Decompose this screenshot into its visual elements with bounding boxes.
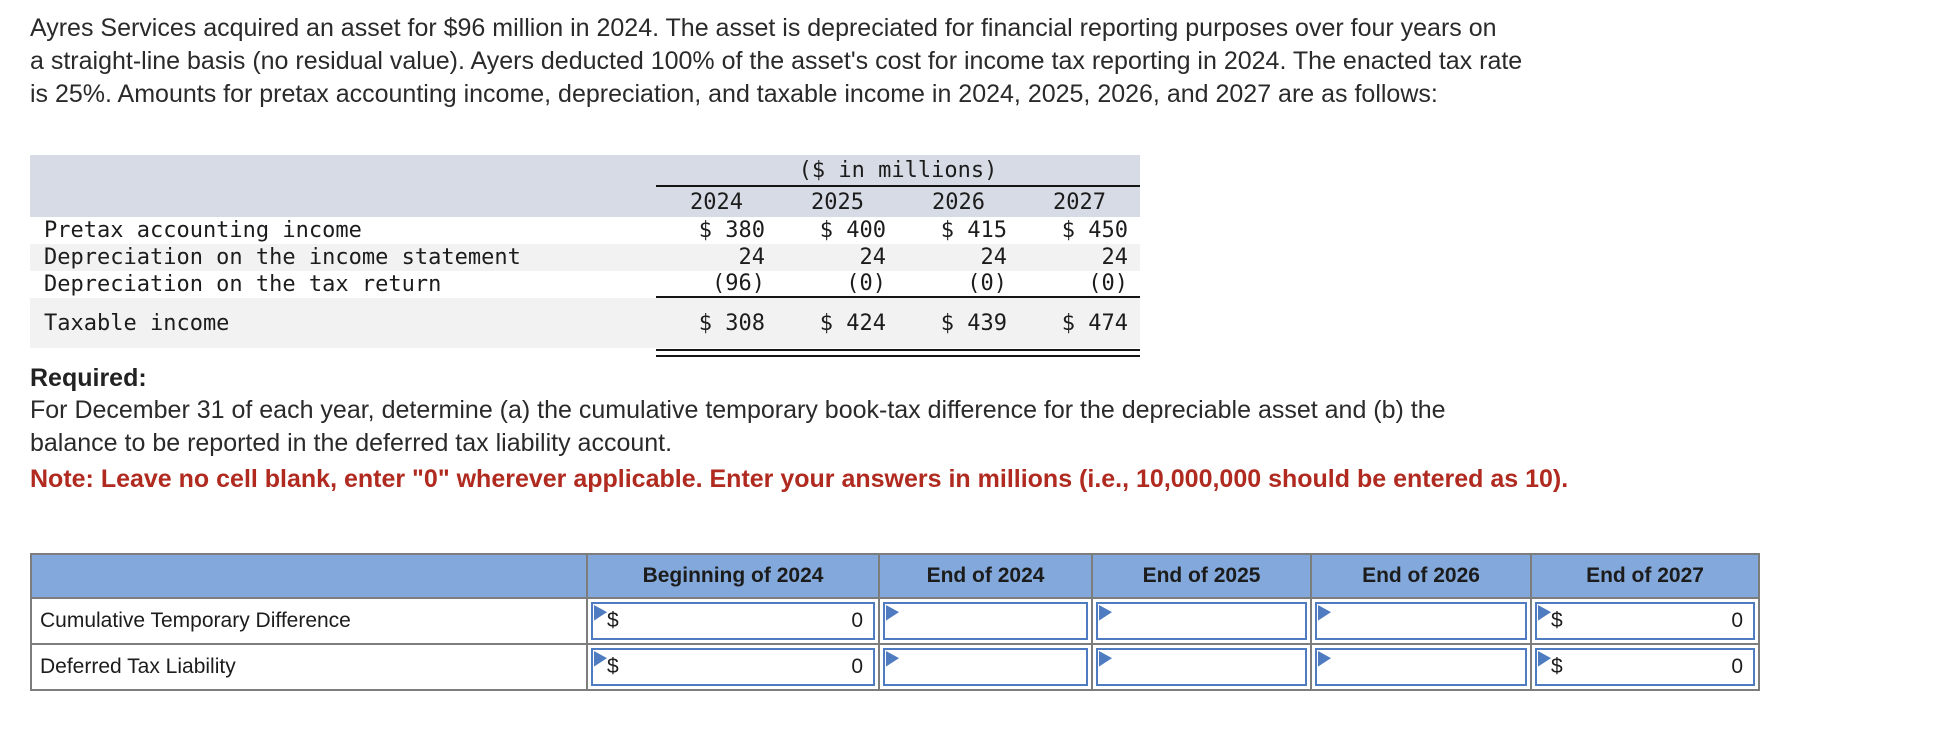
dollar-prefix: $ [1551,655,1563,678]
cell-value: $ 380 [698,218,765,243]
double-rule [656,349,1140,357]
cell-value: (0) [967,271,1007,296]
column-header-end-2025: End of 2025 [1091,553,1312,599]
input-cell-ctd-end-2025[interactable] [1096,602,1307,640]
required-line-1: For December 31 of each year, determine … [30,396,1446,424]
cell-value: $ 415 [940,218,1007,243]
problem-statement: Ayres Services acquired an asset for $96… [30,12,1522,111]
table-row-depreciation-income-statement: Depreciation on the income statement 24 … [30,244,1140,271]
input-cell-ctd-end-2026[interactable] [1315,602,1527,640]
cell-value: 24 [1101,245,1129,270]
input-value: 0 [851,609,863,632]
input-flag-icon [1318,651,1331,667]
total-double-rule-row [30,348,1140,358]
cell-value: $ 450 [1061,218,1128,243]
input-flag-icon [1538,605,1551,621]
answers-header-row: Beginning of 2024 End of 2024 End of 202… [30,553,1760,599]
required-line-2: balance to be reported in the deferred t… [30,429,673,457]
dollar-prefix: $ [1551,609,1563,632]
column-header-end-2024: End of 2024 [878,553,1093,599]
cell-value: 24 [859,245,887,270]
cell-value: $ 308 [698,310,765,336]
input-cell-dtl-end-2026[interactable] [1315,648,1527,686]
cell-value: $ 400 [819,218,886,243]
column-header-beginning-2024: Beginning of 2024 [586,553,880,599]
cell-value: $ 474 [1061,310,1128,336]
table-row-deferred-tax-liability: Deferred Tax Liability $ 0 $ 0 [30,643,1760,691]
required-section: Required: For December 31 of each year, … [30,362,1568,496]
answers-table: Beginning of 2024 End of 2024 End of 202… [30,553,1760,691]
input-flag-icon [1099,651,1112,667]
cell-value: $ 439 [940,310,1007,336]
row-label: Taxable income [44,310,230,336]
input-flag-icon [886,651,899,667]
table-row-taxable-income: Taxable income $ 308 $ 424 $ 439 $ 474 [30,298,1140,348]
problem-statement-line-1: Ayres Services acquired an asset for $96… [30,14,1497,42]
input-cell-ctd-end-2027[interactable]: $ 0 [1535,602,1755,640]
dollar-prefix: $ [607,655,619,678]
column-header-end-2027: End of 2027 [1530,553,1760,599]
input-value: 0 [851,655,863,678]
year-header-2026: 2026 [932,189,985,215]
input-value: 0 [1731,655,1743,678]
row-label: Depreciation on the income statement [44,245,521,270]
required-title: Required: [30,364,147,392]
row-label: Depreciation on the tax return [44,272,442,297]
input-cell-dtl-end-2027[interactable]: $ 0 [1535,648,1755,686]
cell-value: (0) [846,271,886,296]
year-header-2027: 2027 [1053,189,1106,215]
table-row-cumulative-temporary-difference: Cumulative Temporary Difference $ 0 $ 0 [30,597,1760,645]
years-header-row: 2024 2025 2026 2027 [30,187,1140,217]
problem-statement-line-2: a straight-line basis (no residual value… [30,47,1523,75]
input-flag-icon [886,605,899,621]
problem-statement-line-3: is 25%. Amounts for pretax accounting in… [30,80,1438,108]
row-label: Pretax accounting income [44,218,362,243]
row-header: Deferred Tax Liability [30,643,588,691]
cell-value: $ 424 [819,310,886,336]
dollar-prefix: $ [607,609,619,632]
year-header-2025: 2025 [811,189,864,215]
year-header-2024: 2024 [690,189,743,215]
units-header-row: ($ in millions) [30,155,1140,187]
input-cell-ctd-beginning-2024[interactable]: $ 0 [591,602,875,640]
input-cell-dtl-end-2024[interactable] [883,648,1088,686]
input-flag-icon [1538,651,1551,667]
cell-value: 24 [980,245,1008,270]
note-text: Note: Leave no cell blank, enter "0" whe… [30,465,1569,493]
table-row-pretax-income: Pretax accounting income $ 380 $ 400 $ 4… [30,217,1140,244]
input-flag-icon [594,651,607,667]
units-header: ($ in millions) [656,155,1140,187]
input-flag-icon [594,605,607,621]
corner-header [30,553,588,599]
input-flag-icon [1099,605,1112,621]
cell-value: (96) [712,271,765,296]
row-header: Cumulative Temporary Difference [30,597,588,645]
column-header-end-2026: End of 2026 [1310,553,1532,599]
cell-value: 24 [738,245,766,270]
input-value: 0 [1731,609,1743,632]
input-cell-dtl-end-2025[interactable] [1096,648,1307,686]
cell-value: (0) [1088,271,1128,296]
given-data-table: ($ in millions) 2024 2025 2026 2027 Pret… [30,155,1140,358]
input-cell-dtl-beginning-2024[interactable]: $ 0 [591,648,875,686]
table-row-depreciation-tax-return: Depreciation on the tax return (96) (0) … [30,271,1140,298]
input-cell-ctd-end-2024[interactable] [883,602,1088,640]
input-flag-icon [1318,605,1331,621]
